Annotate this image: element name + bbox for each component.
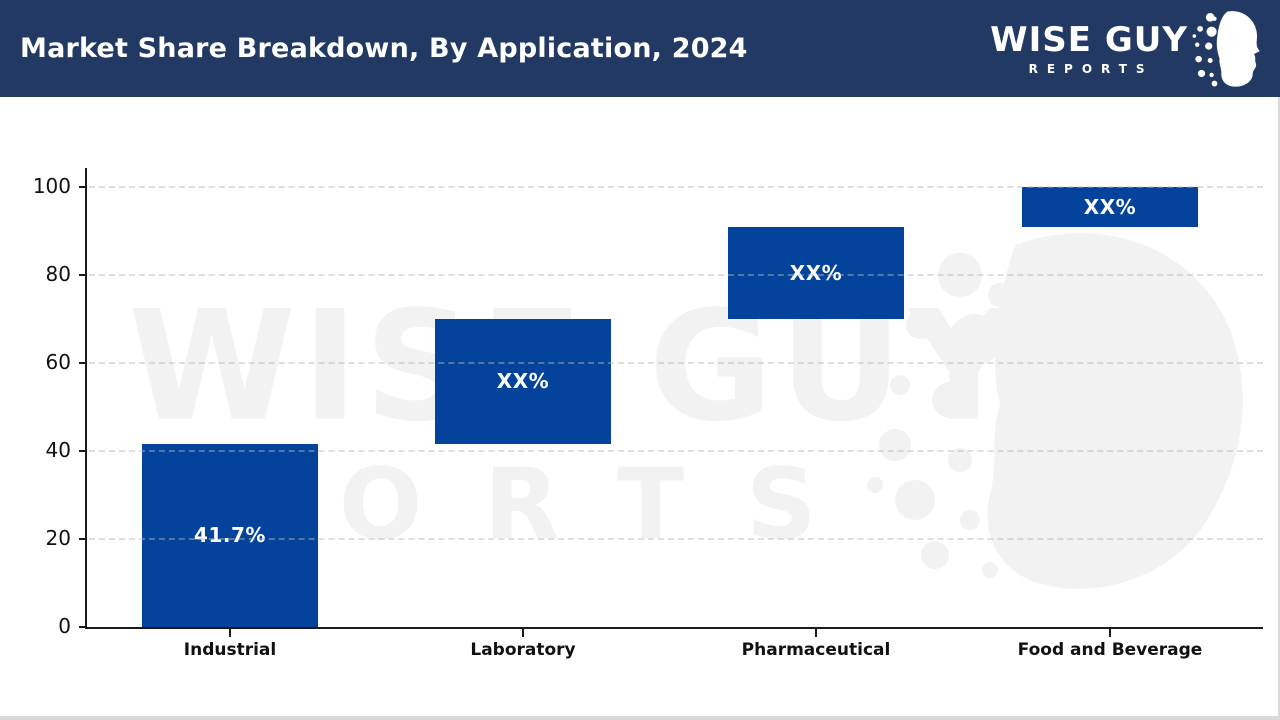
y-axis-tick: [79, 450, 87, 452]
x-axis-tick: [229, 629, 231, 637]
brand-logo-subtitle: REPORTS: [1028, 61, 1154, 76]
category-label-industrial: Industrial: [183, 640, 277, 660]
y-axis-tick: [79, 186, 87, 188]
brand-logo-face-icon: [1192, 10, 1260, 87]
bar-value-label: XX%: [789, 261, 843, 286]
x-axis-line: [85, 627, 1263, 629]
brand-logo-text: WISE GUY REPORTS: [990, 23, 1188, 75]
gridline-80: [89, 274, 1263, 276]
gridline-100: [89, 186, 1263, 188]
bar-laboratory: XX%: [435, 319, 611, 444]
chart-title: Market Share Breakdown, By Application, …: [20, 33, 748, 64]
bar-value-label: 41.7%: [194, 523, 266, 548]
category-label-laboratory: Laboratory: [470, 640, 576, 660]
y-axis-tick-label: 20: [45, 526, 71, 550]
bar-pharmaceutical: XX%: [728, 227, 904, 319]
brand-logo: WISE GUY REPORTS: [990, 7, 1262, 91]
y-axis-line: [85, 168, 87, 629]
category-label-pharmaceutical: Pharmaceutical: [741, 640, 891, 660]
brand-logo-name: WISE GUY: [990, 19, 1188, 60]
y-axis-tick-label: 60: [45, 350, 71, 374]
x-axis-tick: [1109, 629, 1111, 637]
y-axis-tick: [79, 538, 87, 540]
y-axis-tick-label: 0: [58, 614, 71, 638]
gridline-40: [89, 450, 1263, 452]
gridline-20: [89, 538, 1263, 540]
category-label-food-and-beverage: Food and Beverage: [1017, 640, 1203, 660]
y-axis-tick: [79, 362, 87, 364]
y-axis-tick: [79, 626, 87, 628]
x-axis-tick: [815, 629, 817, 637]
bar-industrial: 41.7%: [142, 443, 318, 627]
bottom-border: [0, 716, 1280, 720]
x-axis-tick: [522, 629, 524, 637]
bar-value-label: XX%: [496, 369, 550, 394]
gridline-60: [89, 362, 1263, 364]
bar-food-and-beverage: XX%: [1022, 187, 1198, 228]
y-axis-tick: [79, 274, 87, 276]
header-bar: Market Share Breakdown, By Application, …: [0, 0, 1280, 97]
y-axis-tick-label: 80: [45, 262, 71, 286]
y-axis-tick-label: 100: [32, 174, 71, 198]
y-axis-tick-label: 40: [45, 438, 71, 462]
bar-value-label: XX%: [1083, 195, 1137, 220]
